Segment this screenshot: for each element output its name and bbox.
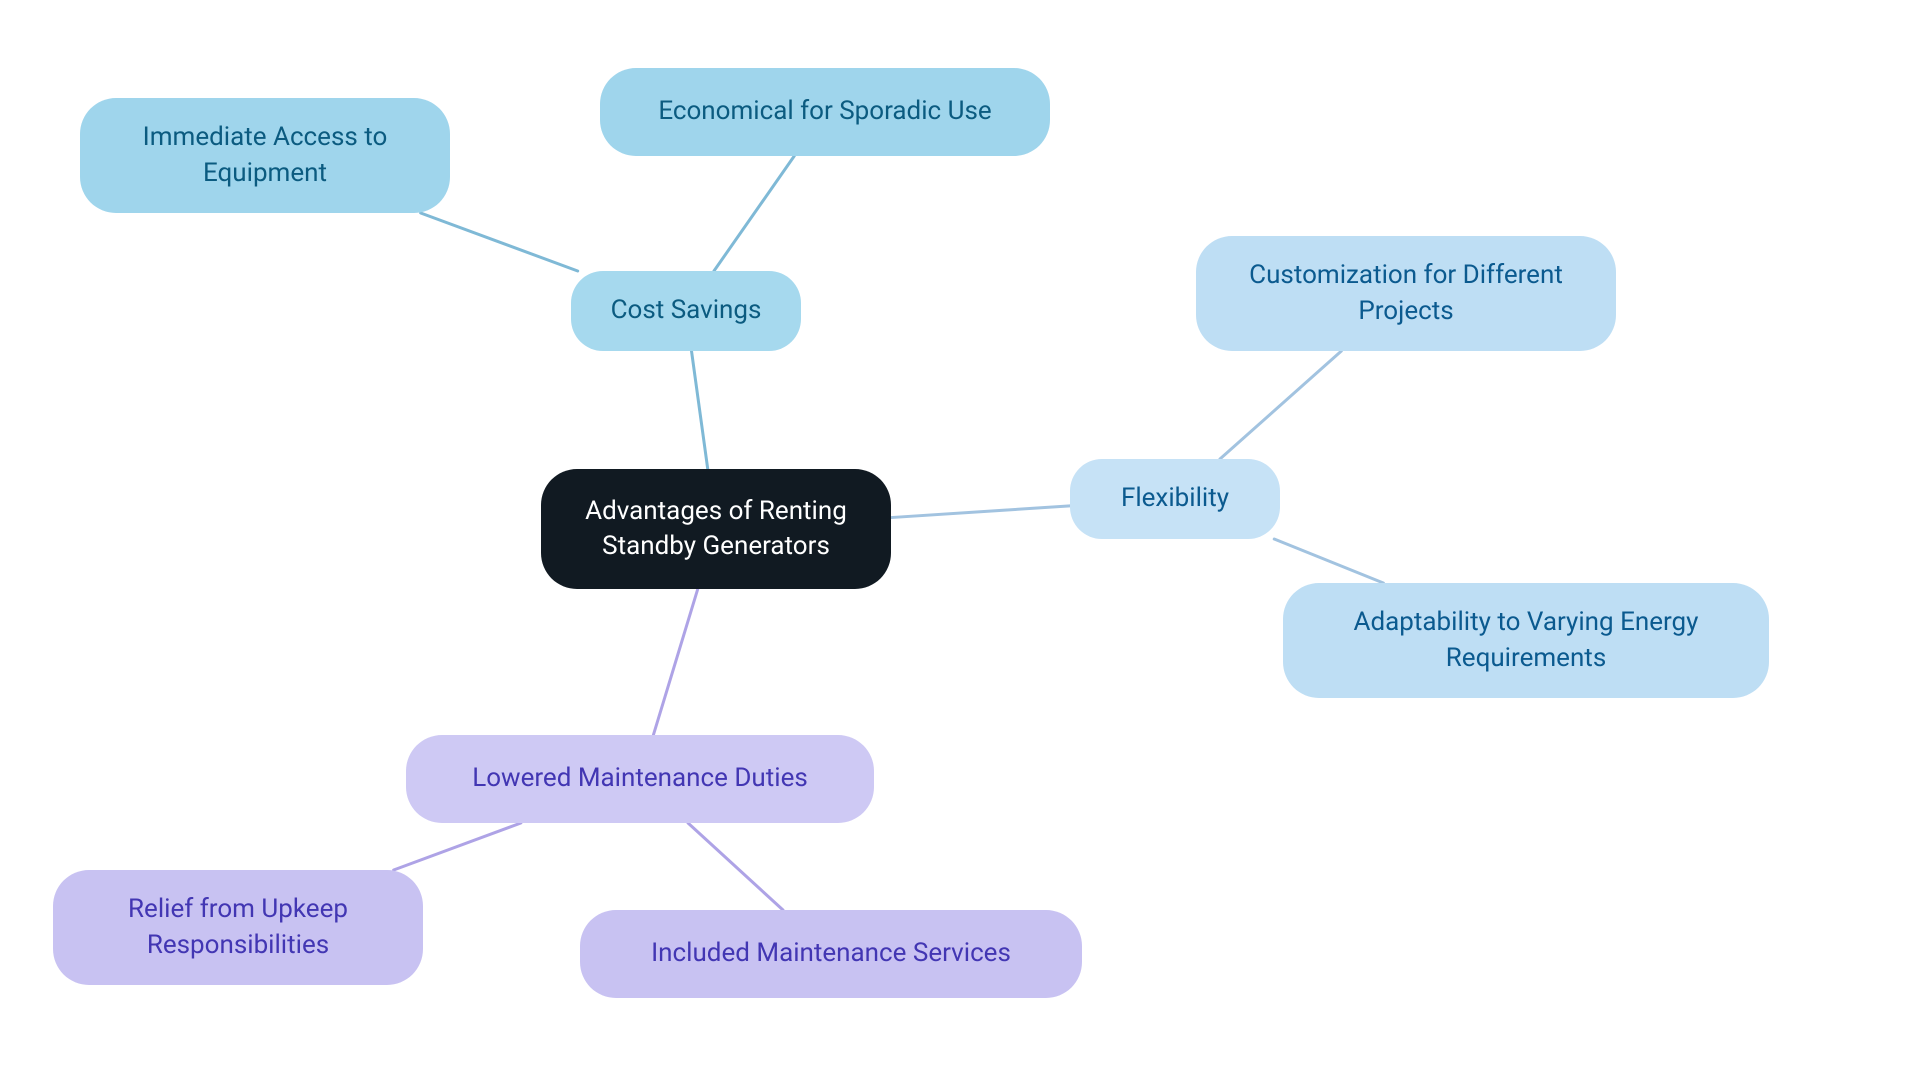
node-included-maintenance: Included Maintenance Services	[580, 910, 1082, 998]
node-adaptability-label: Adaptability to Varying Energy Requireme…	[1311, 605, 1741, 675]
mindmap-canvas: Advantages of Renting Standby Generators…	[0, 0, 1920, 1083]
node-economical-sporadic-label: Economical for Sporadic Use	[658, 94, 991, 129]
node-relief-upkeep-label: Relief from Upkeep Responsibilities	[81, 892, 395, 962]
node-included-maintenance-label: Included Maintenance Services	[651, 936, 1011, 971]
node-relief-upkeep: Relief from Upkeep Responsibilities	[53, 870, 423, 985]
node-flexibility-label: Flexibility	[1121, 481, 1229, 516]
node-adaptability: Adaptability to Varying Energy Requireme…	[1283, 583, 1769, 698]
node-immediate-access-label: Immediate Access to Equipment	[108, 120, 422, 190]
node-lowered-maintenance: Lowered Maintenance Duties	[406, 735, 874, 823]
node-root-label: Advantages of Renting Standby Generators	[569, 494, 863, 564]
node-customization: Customization for Different Projects	[1196, 236, 1616, 351]
node-customization-label: Customization for Different Projects	[1224, 258, 1588, 328]
node-immediate-access: Immediate Access to Equipment	[80, 98, 450, 213]
node-flexibility: Flexibility	[1070, 459, 1280, 539]
node-cost-savings: Cost Savings	[571, 271, 801, 351]
node-cost-savings-label: Cost Savings	[611, 293, 762, 328]
node-root: Advantages of Renting Standby Generators	[541, 469, 891, 589]
node-economical-sporadic: Economical for Sporadic Use	[600, 68, 1050, 156]
node-lowered-maintenance-label: Lowered Maintenance Duties	[472, 761, 808, 796]
